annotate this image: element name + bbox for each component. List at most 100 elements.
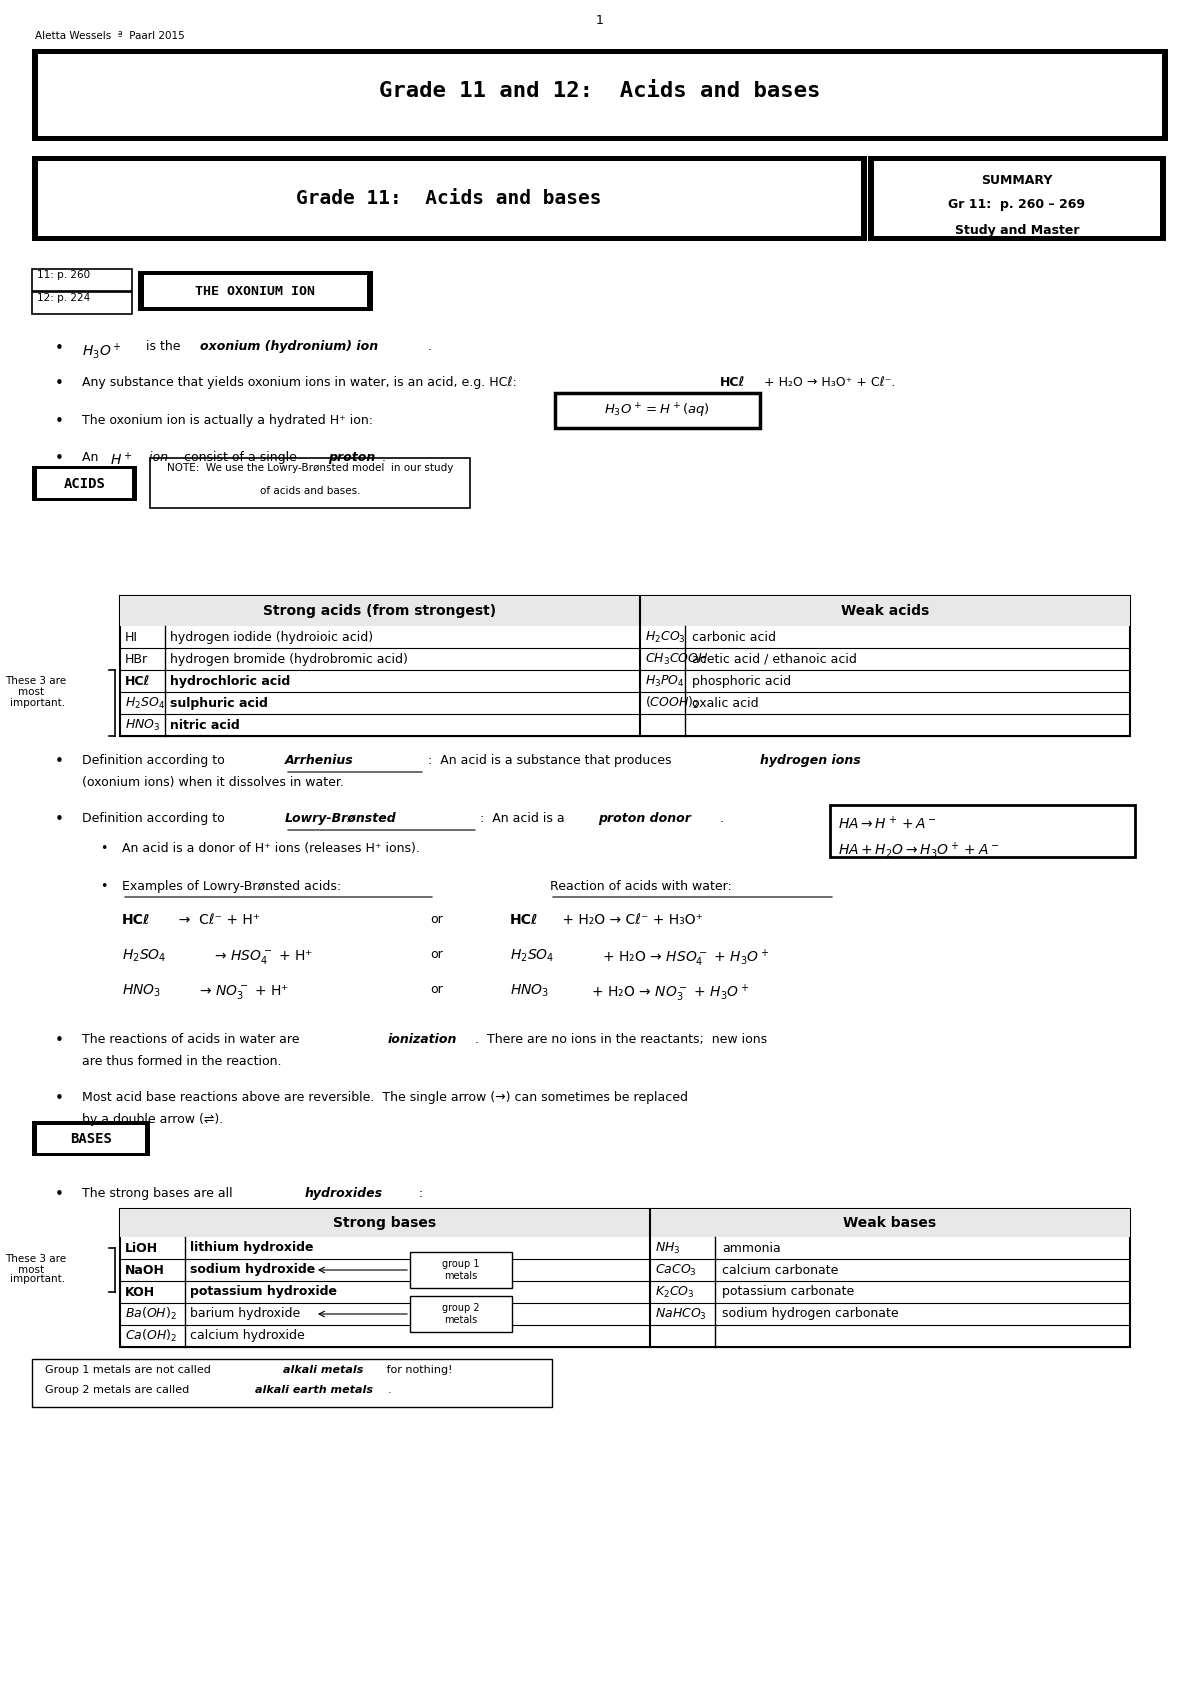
Text: $H_3O^+ = H^+(aq)$: $H_3O^+ = H^+(aq)$ <box>604 402 710 419</box>
Text: Weak bases: Weak bases <box>844 1216 936 1230</box>
Text: These 3 are: These 3 are <box>5 1253 66 1264</box>
Text: nitric acid: nitric acid <box>170 719 240 731</box>
Text: BASES: BASES <box>70 1131 112 1146</box>
Text: HCℓ: HCℓ <box>510 912 539 928</box>
Bar <box>138 271 373 310</box>
Text: or: or <box>430 912 443 926</box>
Text: :  An acid is a substance that produces: : An acid is a substance that produces <box>428 755 676 767</box>
Bar <box>32 1121 150 1157</box>
Bar <box>650 1209 1130 1236</box>
Text: + H₂O → Cℓ⁻ + H₃O⁺: + H₂O → Cℓ⁻ + H₃O⁺ <box>558 912 703 928</box>
Text: calcium hydroxide: calcium hydroxide <box>190 1330 305 1343</box>
Text: ammonia: ammonia <box>722 1241 781 1255</box>
Text: Any substance that yields oxonium ions in water, is an acid, e.g. HCℓ:: Any substance that yields oxonium ions i… <box>82 377 524 388</box>
Bar <box>38 54 1162 136</box>
Text: SUMMARY: SUMMARY <box>982 175 1052 187</box>
Text: → $NO_3^-$ + H⁺: → $NO_3^-$ + H⁺ <box>194 984 289 1001</box>
Text: .  There are no ions in the reactants;  new ions: . There are no ions in the reactants; ne… <box>475 1033 767 1046</box>
Text: •: • <box>55 377 64 392</box>
Text: alkali earth metals: alkali earth metals <box>254 1386 373 1396</box>
Text: $HA \rightarrow H^+ + A^-$: $HA \rightarrow H^+ + A^-$ <box>838 816 937 833</box>
Bar <box>32 292 132 314</box>
Text: barium hydroxide: barium hydroxide <box>190 1308 300 1321</box>
Text: $CaCO_3$: $CaCO_3$ <box>655 1262 697 1277</box>
Text: Reaction of acids with water:: Reaction of acids with water: <box>550 880 732 894</box>
Text: is the: is the <box>142 339 185 353</box>
Text: $K_2CO_3$: $K_2CO_3$ <box>655 1284 695 1299</box>
Text: sodium hydrogen carbonate: sodium hydrogen carbonate <box>722 1308 899 1321</box>
Text: •: • <box>100 841 107 855</box>
Text: by a double arrow (⇌).: by a double arrow (⇌). <box>82 1113 223 1126</box>
Text: HBr: HBr <box>125 653 148 665</box>
Text: Study and Master: Study and Master <box>955 224 1079 237</box>
Text: $NaHCO_3$: $NaHCO_3$ <box>655 1306 707 1321</box>
Text: potassium hydroxide: potassium hydroxide <box>190 1286 337 1299</box>
Text: + H₂O → $HSO_4^-$ + $H_3O^+$: + H₂O → $HSO_4^-$ + $H_3O^+$ <box>598 948 769 970</box>
Bar <box>120 595 1130 736</box>
Text: NaOH: NaOH <box>125 1264 164 1277</box>
Text: Group 2 metals are called: Group 2 metals are called <box>46 1386 193 1396</box>
Text: The oxonium ion is actually a hydrated H⁺ ion:: The oxonium ion is actually a hydrated H… <box>82 414 373 427</box>
Text: $H_2SO_4$: $H_2SO_4$ <box>122 948 167 965</box>
Text: calcium carbonate: calcium carbonate <box>722 1264 839 1277</box>
Text: An: An <box>82 451 102 465</box>
Text: Examples of Lowry-Brønsted acids:: Examples of Lowry-Brønsted acids: <box>122 880 341 894</box>
Text: •: • <box>55 414 64 429</box>
Text: An acid is a donor of H⁺ ions (releases H⁺ ions).: An acid is a donor of H⁺ ions (releases … <box>122 841 420 855</box>
Text: .: . <box>428 339 432 353</box>
Text: consist of a single: consist of a single <box>180 451 301 465</box>
Bar <box>32 466 137 500</box>
Text: Weak acids: Weak acids <box>841 604 929 617</box>
Text: :: : <box>418 1187 422 1201</box>
Text: or: or <box>430 984 443 996</box>
Bar <box>120 1209 650 1236</box>
Bar <box>874 161 1160 236</box>
Text: important.: important. <box>10 699 65 707</box>
Text: ACIDS: ACIDS <box>64 477 106 492</box>
Text: most: most <box>18 1265 44 1275</box>
Text: •: • <box>55 341 64 356</box>
Text: Most acid base reactions above are reversible.  The single arrow (→) can sometim: Most acid base reactions above are rever… <box>82 1091 688 1104</box>
Text: $HNO_3$: $HNO_3$ <box>125 717 161 733</box>
Text: + H₂O → $NO_3^-$ + $H_3O^+$: + H₂O → $NO_3^-$ + $H_3O^+$ <box>587 984 750 1004</box>
Text: $NH_3$: $NH_3$ <box>655 1240 680 1255</box>
Bar <box>37 1124 145 1153</box>
Text: Strong acids (from strongest): Strong acids (from strongest) <box>264 604 497 617</box>
Text: HCℓ: HCℓ <box>720 377 745 388</box>
Bar <box>32 156 866 241</box>
Text: .: . <box>720 812 724 824</box>
Text: Aletta Wessels  ª  Paarl 2015: Aletta Wessels ª Paarl 2015 <box>35 31 185 41</box>
Text: $HA + H_2O \rightarrow H_3O^+ + A^-$: $HA + H_2O \rightarrow H_3O^+ + A^-$ <box>838 840 1000 860</box>
Text: $HNO_3$: $HNO_3$ <box>510 984 550 999</box>
Text: 1: 1 <box>596 14 604 27</box>
Bar <box>554 393 760 427</box>
Text: important.: important. <box>10 1274 65 1284</box>
Text: THE OXONIUM ION: THE OXONIUM ION <box>194 285 314 297</box>
Text: •: • <box>55 451 64 466</box>
Text: HI: HI <box>125 631 138 643</box>
Text: These 3 are: These 3 are <box>5 677 66 685</box>
Text: :  An acid is a: : An acid is a <box>480 812 569 824</box>
Text: of acids and bases.: of acids and bases. <box>259 487 360 495</box>
Text: acetic acid / ethanoic acid: acetic acid / ethanoic acid <box>692 653 857 665</box>
Text: group 2
metals: group 2 metals <box>442 1303 480 1325</box>
Text: Strong bases: Strong bases <box>334 1216 437 1230</box>
Text: potassium carbonate: potassium carbonate <box>722 1286 854 1299</box>
Text: .: . <box>382 451 386 465</box>
Text: most: most <box>18 687 44 697</box>
Bar <box>32 1358 552 1408</box>
Text: •: • <box>55 1033 64 1048</box>
Bar <box>38 161 862 236</box>
Text: hydrogen iodide (hydroioic acid): hydrogen iodide (hydroioic acid) <box>170 631 373 643</box>
Text: The strong bases are all: The strong bases are all <box>82 1187 236 1201</box>
Bar <box>150 458 470 509</box>
Text: .: . <box>388 1386 391 1396</box>
Bar <box>830 806 1135 856</box>
Text: phosphoric acid: phosphoric acid <box>692 675 791 687</box>
Text: ionization: ionization <box>388 1033 457 1046</box>
Text: sulphuric acid: sulphuric acid <box>170 697 268 709</box>
Text: LiOH: LiOH <box>125 1241 158 1255</box>
Text: $CH_3COOH$: $CH_3COOH$ <box>646 651 708 667</box>
Text: sodium hydroxide: sodium hydroxide <box>190 1264 316 1277</box>
Text: alkali metals: alkali metals <box>283 1365 364 1375</box>
